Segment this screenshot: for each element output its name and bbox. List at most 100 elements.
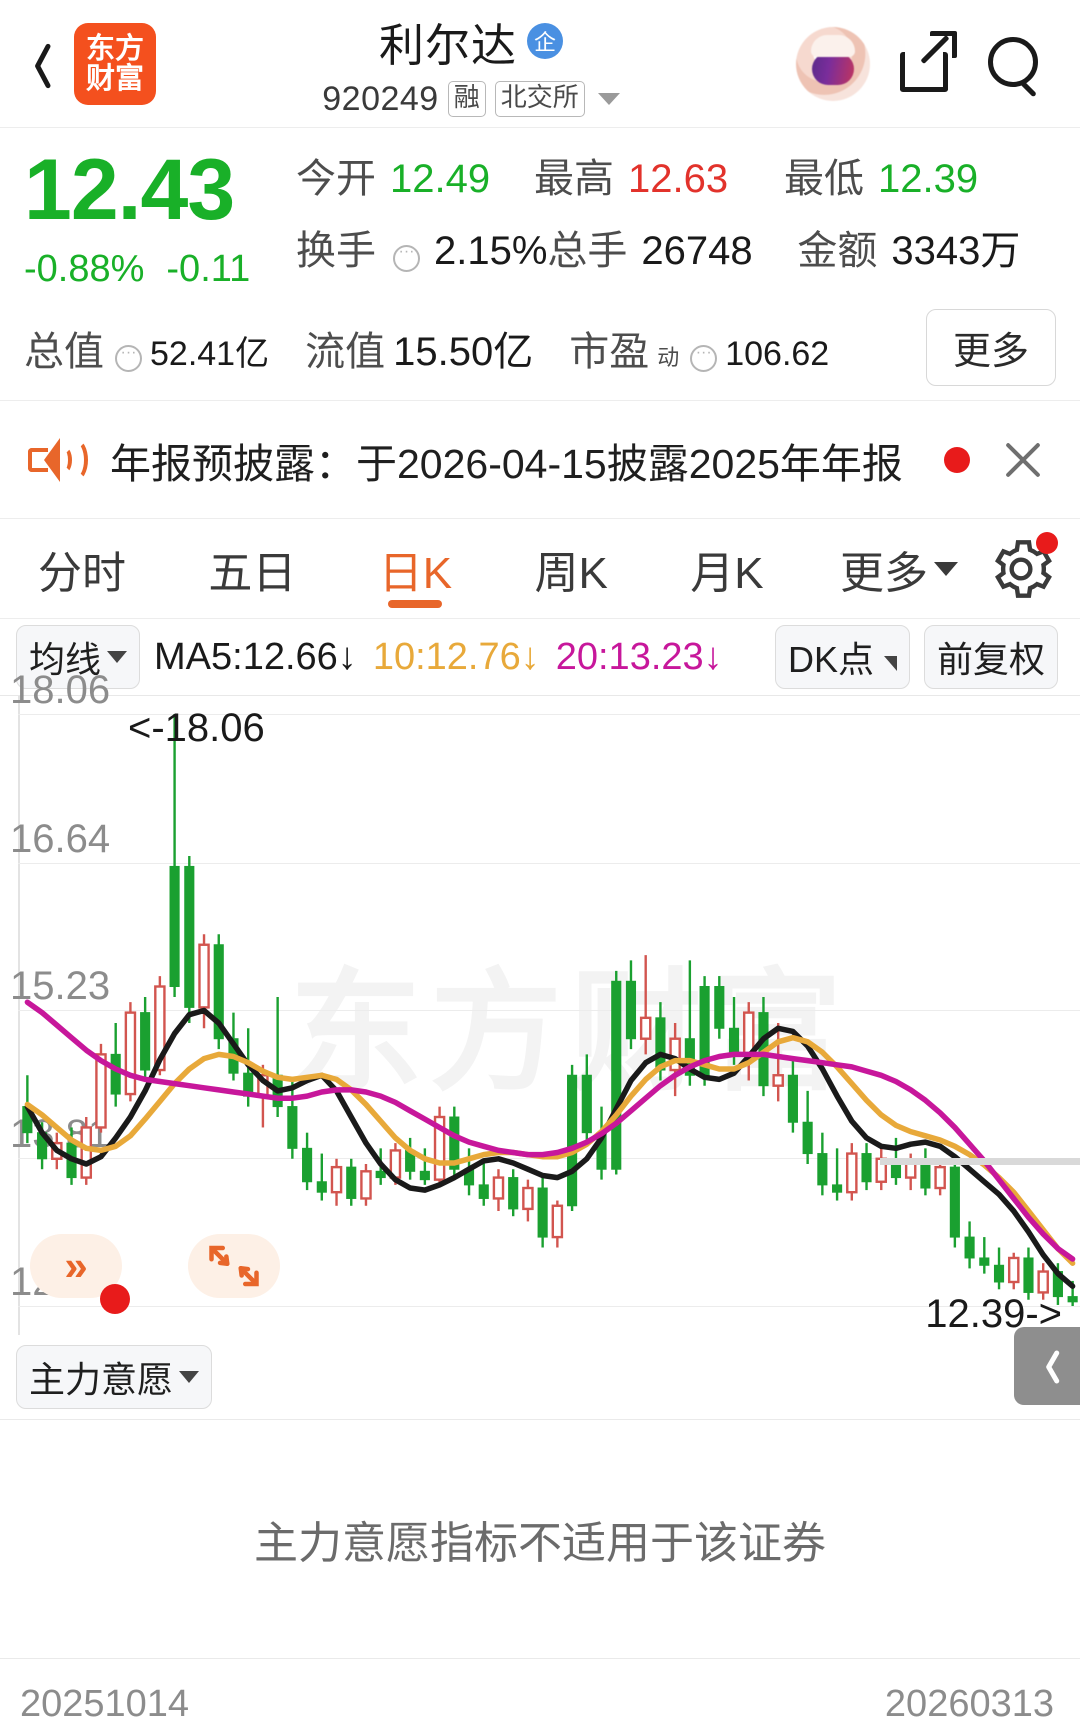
gridline [18, 1009, 1080, 1011]
tab-daily-k[interactable]: 日K [373, 519, 458, 618]
sub-indicator-header: 主力意愿 [0, 1327, 1080, 1419]
stock-name: 利尔达 [378, 19, 517, 71]
search-icon[interactable] [986, 35, 1044, 93]
gridline [18, 1306, 1080, 1308]
stat-pe-value: 106.62 [725, 334, 830, 373]
sub-indicator-selector[interactable]: 主力意愿 [16, 1345, 213, 1410]
tab-more[interactable]: 更多 [840, 537, 959, 601]
stock-subtitle-row[interactable]: 920249 融 北交所 [322, 80, 620, 119]
quote-bottom-row: 总值 52.41亿 流值 15.50亿 市盈动 106.62 更多 [24, 309, 1056, 387]
triangle-icon [883, 655, 897, 671]
stat-float-cap: 流值 15.50亿 [305, 319, 533, 377]
eastmoney-logo[interactable]: 东方 财富 [74, 22, 156, 105]
stat-pe-label: 市盈 [569, 329, 650, 374]
stat-volume-value: 26748 [641, 229, 753, 273]
live-indicator-dot [100, 1284, 130, 1315]
chart-period-tabs: 分时 五日 日K 周K 月K 更多 [0, 519, 1080, 620]
tab-five-day[interactable]: 五日 [208, 548, 297, 598]
gridline [18, 714, 1080, 716]
chevron-left-icon [24, 41, 50, 87]
stat-market-cap[interactable]: 总值 52.41亿 [24, 319, 269, 377]
stat-turnover[interactable]: 换手 2.15% [296, 218, 547, 276]
chevron-down-icon [107, 651, 128, 664]
quote-top: 12.43 -0.88% -0.11 今开 12.49 最高 12.63 [24, 146, 1056, 291]
candlestick-svg [22, 714, 1078, 1307]
stat-pe[interactable]: 市盈动 106.62 [569, 319, 829, 377]
stat-turnover-value: 2.15% [434, 229, 548, 273]
ma-values: MA5:12.66↓ 10:12.76↓ 20:13.23↓ [154, 636, 775, 679]
tab-monthly-k[interactable]: 月K [690, 548, 764, 598]
sub-indicator-label: 主力意愿 [29, 1359, 174, 1401]
stat-market-cap-label: 总值 [24, 329, 104, 374]
notice-alert-dot [944, 446, 970, 473]
fullscreen-icon [209, 1246, 259, 1287]
settings-badge-dot [1036, 531, 1059, 554]
fullscreen-button[interactable] [188, 1234, 280, 1299]
app-header: 东方 财富 利尔达 企 920249 融 北交所 [0, 0, 1080, 128]
stat-amount-label: 金额 [797, 229, 878, 273]
stat-open-value: 12.49 [390, 157, 491, 201]
quote-stats-row-2: 换手 2.15% 总手 26748 金额 3343万 [296, 218, 1056, 276]
stat-volume: 总手 26748 [547, 218, 797, 276]
dk-point-label: DK点 [787, 639, 874, 681]
tab-weekly-k[interactable]: 周K [534, 548, 608, 598]
stat-turnover-label: 换手 [296, 229, 376, 273]
ma20-value: 20:13.23↓ [555, 635, 723, 678]
gridline [18, 862, 1080, 864]
ma10-value: 10:12.76↓ [372, 635, 540, 678]
high-price-marker: <-18.06 [128, 706, 265, 751]
k-line-chart[interactable]: 东方财富 18.06 16.64 15.23 13.81 12.39 <-18.… [0, 668, 1080, 1336]
back-button[interactable] [0, 0, 74, 128]
notice-text: 年报预披露：于2026-04-15披露2025年年报 [110, 440, 903, 487]
stat-high-label: 最高 [534, 157, 614, 201]
notice-bar[interactable]: 年报预披露：于2026-04-15披露2025年年报 [0, 401, 1080, 520]
ai-assistant-avatar[interactable] [796, 26, 870, 101]
change-absolute: -0.11 [166, 248, 251, 291]
quote-stats-row-1: 今开 12.49 最高 12.63 最低 12.39 [296, 146, 1056, 204]
sub-indicator-empty-text: 主力意愿指标不适用于该证券 [254, 1519, 826, 1569]
price-column: 12.43 -0.88% -0.11 [24, 146, 296, 291]
more-button[interactable]: 更多 [925, 309, 1056, 387]
close-icon[interactable] [1000, 437, 1046, 483]
share-icon[interactable] [900, 30, 957, 92]
header-title-block: 利尔达 企 920249 融 北交所 [156, 9, 796, 119]
info-icon[interactable] [115, 345, 142, 373]
axis-start-date: 20251014 [20, 1682, 190, 1725]
stat-high-value: 12.63 [628, 157, 729, 201]
stat-pe-superscript: 动 [657, 344, 680, 370]
stat-float-cap-label: 流值 [305, 329, 386, 374]
change-percent: -0.88% [24, 248, 145, 291]
reference-line [880, 1158, 1080, 1166]
chart-y-axis [18, 696, 20, 1336]
settings-button[interactable] [988, 531, 1059, 602]
axis-end-date: 20260313 [884, 1682, 1054, 1725]
chart-date-axis: 20251014 20260313 [0, 1659, 1080, 1732]
title-row: 利尔达 企 [379, 9, 563, 74]
stat-amount: 金额 3343万 [797, 218, 1056, 276]
margin-tag: 融 [447, 81, 486, 117]
quote-panel: 12.43 -0.88% -0.11 今开 12.49 最高 12.63 [0, 128, 1080, 402]
speaker-icon [28, 436, 88, 484]
dk-point-button[interactable]: DK点 [774, 625, 910, 690]
adjust-mode-button[interactable]: 前复权 [923, 625, 1058, 690]
collapse-panel-button[interactable] [1014, 1327, 1080, 1406]
brand-line-1: 东方 [85, 32, 144, 65]
stat-float-cap-value: 15.50亿 [393, 329, 534, 374]
stat-market-cap-value: 52.41亿 [150, 334, 270, 373]
tab-fenshi[interactable]: 分时 [38, 548, 126, 598]
ma-selector-label: 均线 [29, 639, 102, 681]
chevron-down-icon[interactable] [597, 93, 620, 105]
info-icon[interactable] [690, 345, 718, 373]
ma-indicator-row: 均线 MA5:12.66↓ 10:12.76↓ 20:13.23↓ DK点 前复… [0, 619, 1080, 695]
stat-low: 最低 12.39 [784, 146, 1056, 204]
ma5-value: MA5:12.66↓ [154, 635, 357, 678]
stat-high: 最高 12.63 [534, 146, 784, 204]
last-price: 12.43 [24, 142, 235, 238]
gear-icon [995, 539, 1052, 598]
info-icon[interactable] [393, 244, 420, 272]
stat-volume-label: 总手 [547, 229, 628, 273]
stat-open: 今开 12.49 [296, 146, 534, 204]
enterprise-badge-icon[interactable]: 企 [527, 23, 563, 59]
header-actions [796, 26, 1080, 101]
ma-selector-button[interactable]: 均线 [16, 625, 141, 690]
